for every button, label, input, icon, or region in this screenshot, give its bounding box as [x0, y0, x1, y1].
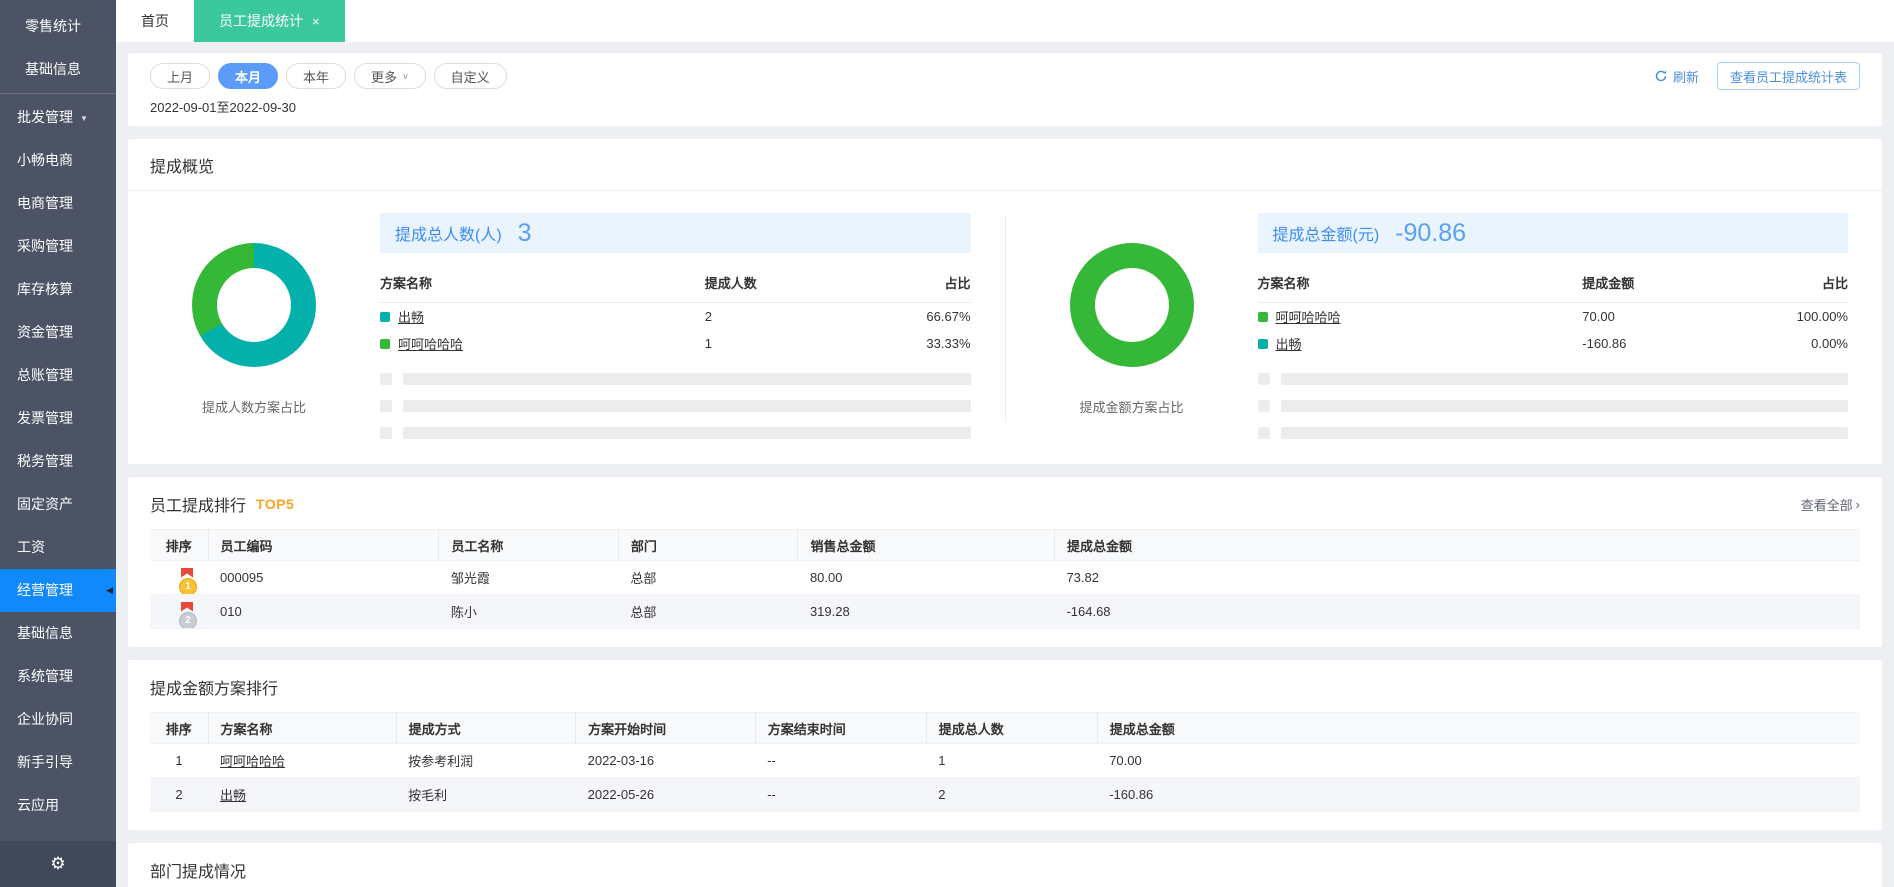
placeholder-rows: [380, 365, 971, 446]
table-row: 1 000095 邹光霞 总部 80.00 73.82: [150, 560, 1860, 595]
legend-row: 出畅 2 66.67%: [380, 303, 971, 330]
chevron-right-icon: ›: [1855, 496, 1860, 512]
sidebar-divider: [0, 93, 116, 94]
sidebar-item-enterprise-collab[interactable]: 企业协同: [17, 711, 73, 727]
sidebar-item-funds[interactable]: 资金管理: [17, 324, 73, 340]
series-dot: [380, 338, 390, 349]
employee-rank-card: 员工提成排行 TOP5 查看全部 › 排序 员工编码 员工名称 部门 销售总金额 …: [128, 477, 1882, 647]
plan-link[interactable]: 出畅: [220, 788, 247, 803]
col-percent: 占比: [944, 276, 971, 291]
employee-rank-table: 排序 员工编码 员工名称 部门 销售总金额 提成总金额 1 000095 邹光霞…: [150, 529, 1860, 629]
money-summary-bar: 提成总金额(元) -90.86: [1257, 213, 1848, 253]
series-dot: [380, 311, 390, 322]
tab-label: 员工提成统计: [219, 13, 303, 29]
placeholder-rows: [1257, 365, 1848, 446]
money-legend-table: 方案名称 提成金额 占比 呵呵哈哈哈 70.00 100.00% 出畅: [1257, 273, 1848, 446]
gear-icon: ⚙: [50, 854, 66, 873]
caret-down-icon: ▼: [80, 114, 88, 123]
sidebar-item-beginner-guide[interactable]: 新手引导: [17, 754, 73, 770]
sidebar-item-inventory[interactable]: 库存核算: [17, 281, 73, 297]
sidebar-item-payroll[interactable]: 工资: [17, 539, 45, 555]
sidebar-item-invoice[interactable]: 发票管理: [17, 410, 73, 426]
date-filter-pills: 上月 本月 本年 更多 ∨ 自定义: [150, 63, 507, 89]
plan-link[interactable]: 出畅: [398, 310, 425, 325]
pill-this-month[interactable]: 本月: [218, 63, 279, 89]
page-content: 上月 本月 本年 更多 ∨ 自定义 刷新 查看员工提成统计表 2022-09-01…: [116, 42, 1894, 887]
top5-badge: TOP5: [256, 496, 295, 512]
money-donut-chart: [1069, 243, 1194, 367]
vertical-divider: [1004, 215, 1006, 422]
people-summary-value: 3: [517, 218, 532, 247]
col-amount: 提成金额: [1582, 276, 1635, 291]
overview-title: 提成概览: [128, 153, 1882, 191]
sidebar-item-general-ledger[interactable]: 总账管理: [17, 367, 73, 383]
sidebar-item-business-management[interactable]: 经营管理 ◀: [0, 569, 116, 612]
people-overview-panel: 提成人数方案占比 提成总人数(人) 3 方案名称 提成人数 占比: [128, 213, 1005, 446]
view-commission-report-button[interactable]: 查看员工提成统计表: [1716, 62, 1860, 90]
plan-rank-title: 提成金额方案排行: [150, 681, 279, 698]
plan-rank-card: 提成金额方案排行 排序 方案名称 提成方式 方案开始时间 方案结束时间 提成总人…: [128, 660, 1882, 830]
sidebar-item-cloud-apps[interactable]: 云应用: [17, 797, 59, 813]
people-donut-caption: 提成人数方案占比: [201, 400, 306, 415]
pill-more[interactable]: 更多 ∨: [354, 63, 426, 89]
series-dot: [1257, 338, 1268, 349]
col-percent: 占比: [1821, 276, 1848, 291]
sidebar-item-basic-info[interactable]: 基础信息: [25, 61, 81, 77]
table-row: 2 出畅 按毛利 2022-05-26 -- 2 -160.86: [150, 777, 1860, 812]
pill-this-year[interactable]: 本年: [286, 63, 347, 89]
plan-link[interactable]: 出畅: [1275, 337, 1302, 352]
sidebar-item-xiaochang-ecommerce[interactable]: 小畅电商: [17, 152, 73, 168]
sidebar: 零售统计 基础信息 批发管理 ▼ 小畅电商 电商管理 采购管理 库存核算 资金管理…: [0, 0, 116, 887]
tab-bar: 首页 员工提成统计 ×: [116, 0, 1894, 42]
people-donut-chart: [192, 243, 316, 367]
money-summary-value: -90.86: [1395, 218, 1467, 247]
plan-link[interactable]: 呵呵哈哈哈: [220, 754, 286, 769]
people-summary-label: 提成总人数(人): [395, 227, 502, 244]
money-donut-caption: 提成金额方案占比: [1079, 400, 1184, 415]
legend-row: 呵呵哈哈哈 1 33.33%: [380, 330, 971, 357]
department-commission-title: 部门提成情况: [150, 864, 247, 881]
pill-last-month[interactable]: 上月: [150, 63, 211, 89]
collapse-arrow-icon: ◀: [106, 585, 113, 595]
refresh-button[interactable]: 刷新: [1654, 67, 1699, 86]
sidebar-item-fixed-assets[interactable]: 固定资产: [17, 496, 73, 512]
sidebar-item-basic-info-2[interactable]: 基础信息: [17, 625, 73, 641]
legend-row: 出畅 -160.86 0.00%: [1257, 330, 1848, 357]
tab-home[interactable]: 首页: [141, 13, 169, 29]
view-all-link[interactable]: 查看全部 ›: [1800, 496, 1860, 513]
refresh-icon: [1655, 70, 1667, 82]
commission-overview-card: 提成概览 提成人数方案占比 提成总人数(人) 3: [128, 139, 1882, 464]
plan-link[interactable]: 呵呵哈哈哈: [1275, 310, 1341, 325]
sidebar-item-ecommerce[interactable]: 电商管理: [17, 195, 73, 211]
date-range-text: 2022-09-01至2022-09-30: [150, 100, 296, 115]
money-overview-panel: 提成金额方案占比 提成总金额(元) -90.86 方案名称 提成金额 占比: [1006, 213, 1883, 446]
settings-button[interactable]: ⚙: [0, 841, 116, 887]
pill-custom[interactable]: 自定义: [433, 63, 507, 89]
col-plan-name: 方案名称: [380, 276, 433, 291]
table-row: 1 呵呵哈哈哈 按参考利润 2022-03-16 -- 1 70.00: [150, 743, 1860, 778]
legend-row: 呵呵哈哈哈 70.00 100.00%: [1257, 303, 1848, 330]
series-dot: [1257, 311, 1268, 322]
chevron-down-icon: ∨: [402, 70, 409, 81]
people-legend-table: 方案名称 提成人数 占比 出畅 2 66.67% 呵呵哈哈哈: [380, 273, 971, 446]
close-icon[interactable]: ×: [312, 13, 320, 29]
people-summary-bar: 提成总人数(人) 3: [380, 213, 971, 253]
sidebar-item-tax[interactable]: 税务管理: [17, 453, 73, 469]
tab-employee-commission-stats[interactable]: 员工提成统计 ×: [194, 0, 345, 42]
filter-card: 上月 本月 本年 更多 ∨ 自定义 刷新 查看员工提成统计表 2022-09-01…: [128, 53, 1882, 126]
plan-rank-table: 排序 方案名称 提成方式 方案开始时间 方案结束时间 提成总人数 提成总金额 1…: [150, 712, 1860, 812]
main-area: 首页 员工提成统计 × 上月 本月 本年 更多 ∨ 自定义 刷新: [116, 0, 1894, 887]
col-people-count: 提成人数: [704, 276, 757, 291]
plan-link[interactable]: 呵呵哈哈哈: [398, 337, 464, 352]
sidebar-item-wholesale[interactable]: 批发管理 ▼: [17, 109, 88, 125]
col-plan-name: 方案名称: [1257, 276, 1310, 291]
sidebar-item-purchasing[interactable]: 采购管理: [17, 238, 73, 254]
table-row: 2 010 陈小 总部 319.28 -164.68: [150, 594, 1860, 629]
department-commission-card: 部门提成情况 序号 部门名称 提成方式 方案开始时间 方案结束时间 参与提成人数…: [128, 843, 1882, 887]
employee-rank-title: 员工提成排行: [150, 498, 247, 515]
money-summary-label: 提成总金额(元): [1272, 227, 1380, 244]
sidebar-item-retail-stats[interactable]: 零售统计: [25, 18, 81, 34]
sidebar-item-system[interactable]: 系统管理: [17, 668, 73, 684]
